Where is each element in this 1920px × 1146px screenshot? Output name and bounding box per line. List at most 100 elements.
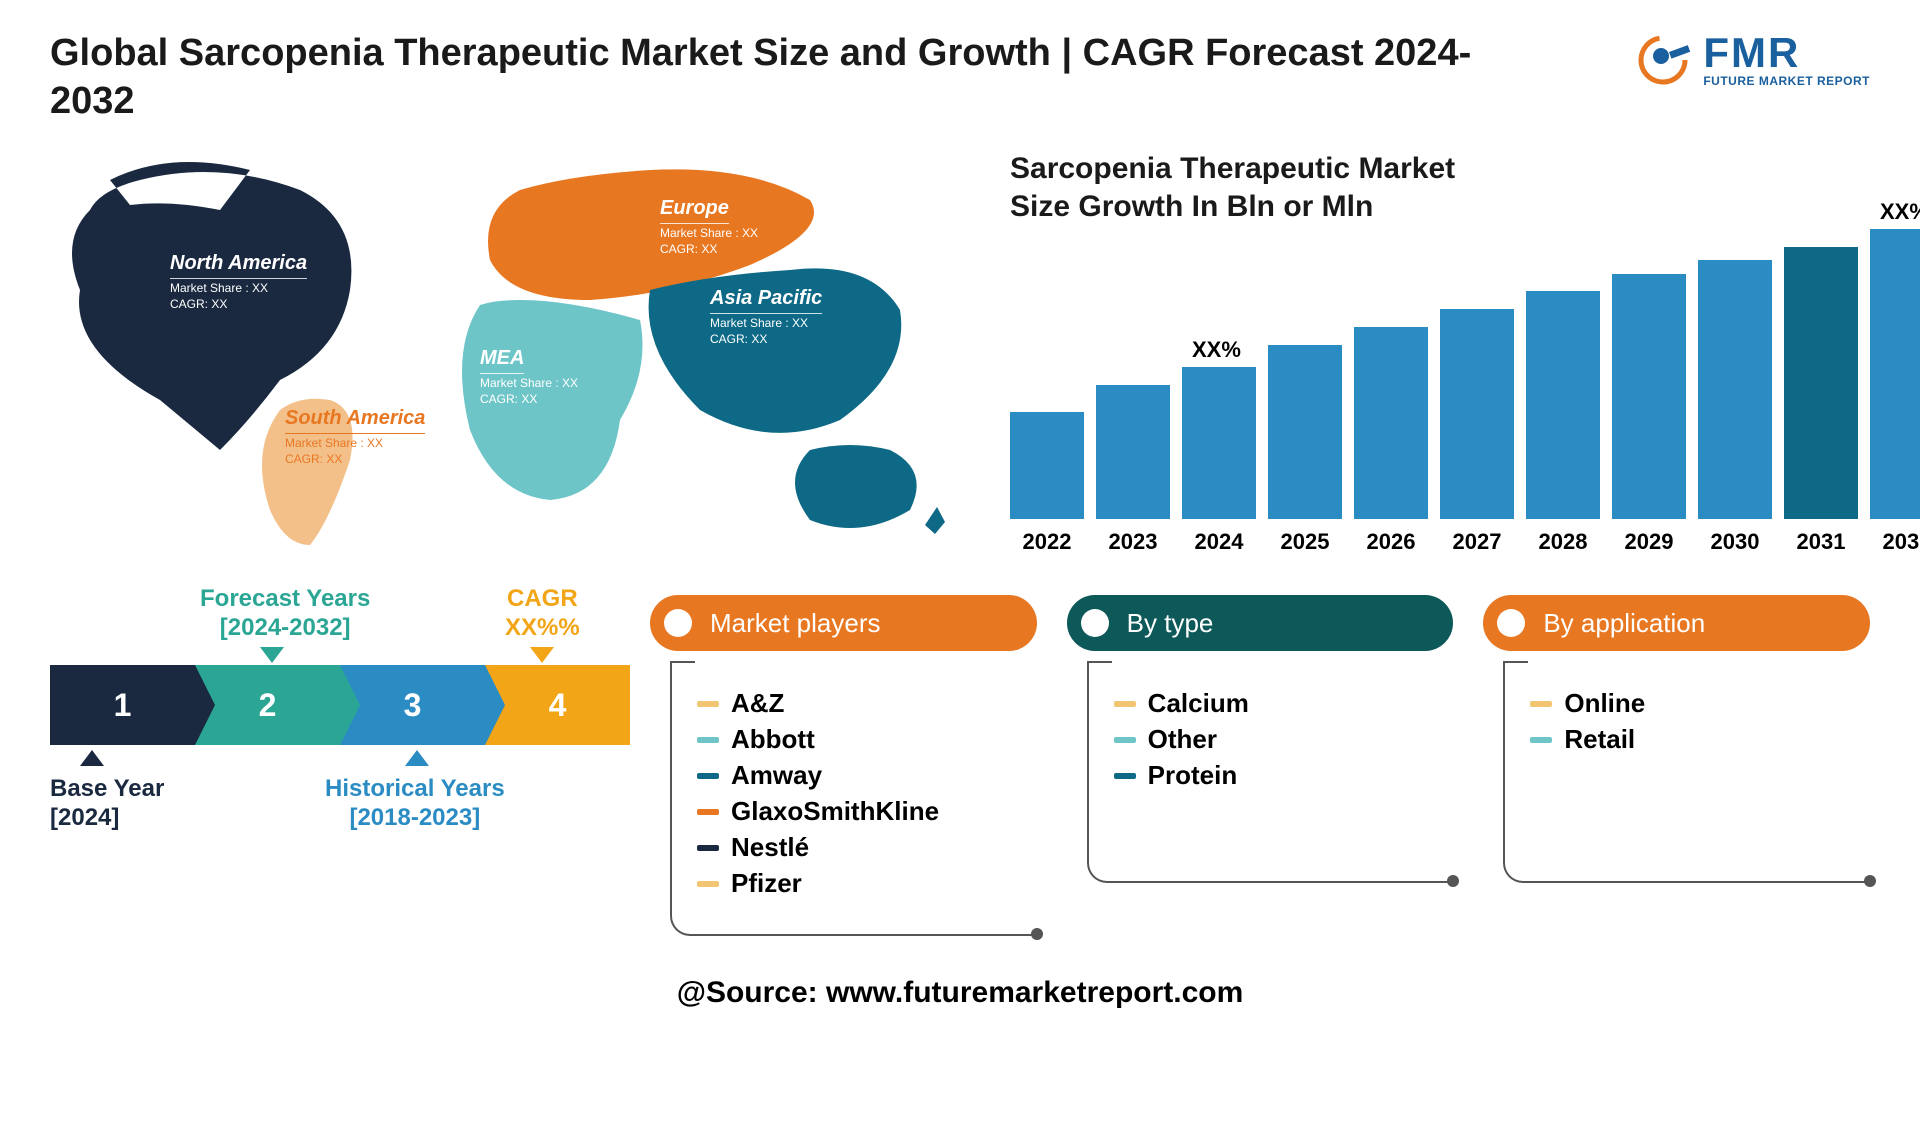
logo-text: FMR bbox=[1703, 32, 1870, 74]
bar bbox=[1354, 327, 1428, 519]
bar-x-label: 2031 bbox=[1797, 529, 1846, 555]
label-asia-pacific: Asia Pacific Market Share : XX CAGR: XX bbox=[710, 285, 822, 347]
anno-base: Base Year [2024] bbox=[50, 775, 164, 833]
world-map: North America Market Share : XX CAGR: XX… bbox=[50, 150, 950, 550]
list-item: Retail bbox=[1530, 724, 1860, 755]
list-item: Pfizer bbox=[697, 868, 1027, 899]
list-item-text: Pfizer bbox=[731, 868, 802, 899]
bar-x-label: 2032 bbox=[1883, 529, 1920, 555]
label-mea: MEA Market Share : XX CAGR: XX bbox=[480, 345, 578, 407]
bar-x-label: 2027 bbox=[1453, 529, 1502, 555]
list-item-text: Calcium bbox=[1148, 688, 1249, 719]
category-pill: By type bbox=[1067, 595, 1454, 651]
steps-row: 1 2 3 4 bbox=[50, 665, 630, 745]
category-pill: Market players bbox=[650, 595, 1037, 651]
bar-col: 2022 bbox=[1010, 412, 1084, 555]
bar-x-label: 2029 bbox=[1625, 529, 1674, 555]
dash-icon bbox=[1530, 701, 1552, 707]
dash-icon bbox=[1114, 701, 1136, 707]
region-australia bbox=[795, 445, 917, 528]
step-3: 3 bbox=[340, 665, 485, 745]
anno-historical: Historical Years [2018-2023] bbox=[325, 775, 505, 833]
category-bracket: Calcium Other Protein bbox=[1087, 663, 1454, 883]
dash-icon bbox=[697, 737, 719, 743]
list-item-text: Abbott bbox=[731, 724, 815, 755]
label-europe: Europe Market Share : XX CAGR: XX bbox=[660, 195, 758, 257]
bar bbox=[1612, 274, 1686, 519]
bar-col: 2029 bbox=[1612, 274, 1686, 555]
bar-x-label: 2028 bbox=[1539, 529, 1588, 555]
list-item-text: Online bbox=[1564, 688, 1645, 719]
timeline: Forecast Years [2024-2032] CAGR XX%% 1 2… bbox=[50, 595, 630, 745]
bar-col: 2031 bbox=[1784, 247, 1858, 555]
dash-icon bbox=[697, 881, 719, 887]
bar bbox=[1096, 385, 1170, 519]
bar-col: 2030 bbox=[1698, 260, 1772, 555]
dash-icon bbox=[697, 701, 719, 707]
dash-icon bbox=[1114, 737, 1136, 743]
list-item: Protein bbox=[1114, 760, 1444, 791]
chart-title: Sarcopenia Therapeutic Market Size Growt… bbox=[1010, 150, 1460, 225]
header: Global Sarcopenia Therapeutic Market Siz… bbox=[50, 30, 1870, 125]
list-item: Calcium bbox=[1114, 688, 1444, 719]
bar-x-label: 2030 bbox=[1711, 529, 1760, 555]
bar-x-label: 2026 bbox=[1367, 529, 1416, 555]
list-item: Abbott bbox=[697, 724, 1027, 755]
list-item: Online bbox=[1530, 688, 1860, 719]
bar bbox=[1698, 260, 1772, 519]
logo-subtitle: FUTURE MARKET REPORT bbox=[1703, 74, 1870, 88]
top-row: North America Market Share : XX CAGR: XX… bbox=[50, 150, 1870, 555]
list-item: A&Z bbox=[697, 688, 1027, 719]
bar bbox=[1440, 309, 1514, 519]
bar-x-label: 2025 bbox=[1281, 529, 1330, 555]
bar-col: 2032 bbox=[1870, 229, 1920, 555]
step-4: 4 bbox=[485, 665, 630, 745]
bar-col: 2023 bbox=[1096, 385, 1170, 555]
bar-col: 2026 bbox=[1354, 327, 1428, 555]
bar bbox=[1526, 291, 1600, 519]
dash-icon bbox=[697, 773, 719, 779]
anno-cagr: CAGR XX%% bbox=[505, 585, 580, 643]
region-nz bbox=[925, 507, 945, 534]
bar-col: 2028 bbox=[1526, 291, 1600, 555]
category-column: Market players A&Z Abbott Amway GlaxoSmithKl… bbox=[650, 595, 1037, 936]
bar-col: 2027 bbox=[1440, 309, 1514, 555]
list-item: Nestlé bbox=[697, 832, 1027, 863]
list-item-text: Nestlé bbox=[731, 832, 809, 863]
bar-x-label: 2023 bbox=[1109, 529, 1158, 555]
logo: FMR FUTURE MARKET REPORT bbox=[1633, 30, 1870, 90]
bar bbox=[1268, 345, 1342, 519]
category-column: By application Online Retail bbox=[1483, 595, 1870, 936]
bar-x-label: 2024 bbox=[1195, 529, 1244, 555]
bar-col: 2024 bbox=[1182, 367, 1256, 555]
bar-annotation: XX% bbox=[1192, 337, 1241, 363]
bar-x-label: 2022 bbox=[1023, 529, 1072, 555]
bar bbox=[1784, 247, 1858, 519]
dash-icon bbox=[1530, 737, 1552, 743]
list-item-text: Retail bbox=[1564, 724, 1635, 755]
bar-annotation: XX% bbox=[1880, 199, 1920, 225]
list-item: GlaxoSmithKline bbox=[697, 796, 1027, 827]
bar-chart: Sarcopenia Therapeutic Market Size Growt… bbox=[980, 150, 1920, 555]
bar bbox=[1870, 229, 1920, 519]
dash-icon bbox=[697, 809, 719, 815]
bar bbox=[1182, 367, 1256, 519]
category-column: By type Calcium Other Protein bbox=[1067, 595, 1454, 936]
list-item-text: Amway bbox=[731, 760, 822, 791]
list-item-text: Other bbox=[1148, 724, 1217, 755]
step-2: 2 bbox=[195, 665, 340, 745]
page-title: Global Sarcopenia Therapeutic Market Siz… bbox=[50, 30, 1550, 125]
anno-forecast: Forecast Years [2024-2032] bbox=[200, 585, 370, 643]
bars-container: 2022 2023 2024 2025 2026 2027 2028 2029 2030 2031… bbox=[1010, 245, 1920, 555]
list-item: Other bbox=[1114, 724, 1444, 755]
category-bracket: A&Z Abbott Amway GlaxoSmithKline Nestlé Pfize… bbox=[670, 663, 1037, 936]
category-pill: By application bbox=[1483, 595, 1870, 651]
bar-col: 2025 bbox=[1268, 345, 1342, 555]
list-item: Amway bbox=[697, 760, 1027, 791]
bar bbox=[1010, 412, 1084, 519]
label-north-america: North America Market Share : XX CAGR: XX bbox=[170, 250, 307, 312]
list-item-text: A&Z bbox=[731, 688, 784, 719]
list-item-text: GlaxoSmithKline bbox=[731, 796, 939, 827]
label-south-america: South America Market Share : XX CAGR: XX bbox=[285, 405, 425, 467]
step-1: 1 bbox=[50, 665, 195, 745]
